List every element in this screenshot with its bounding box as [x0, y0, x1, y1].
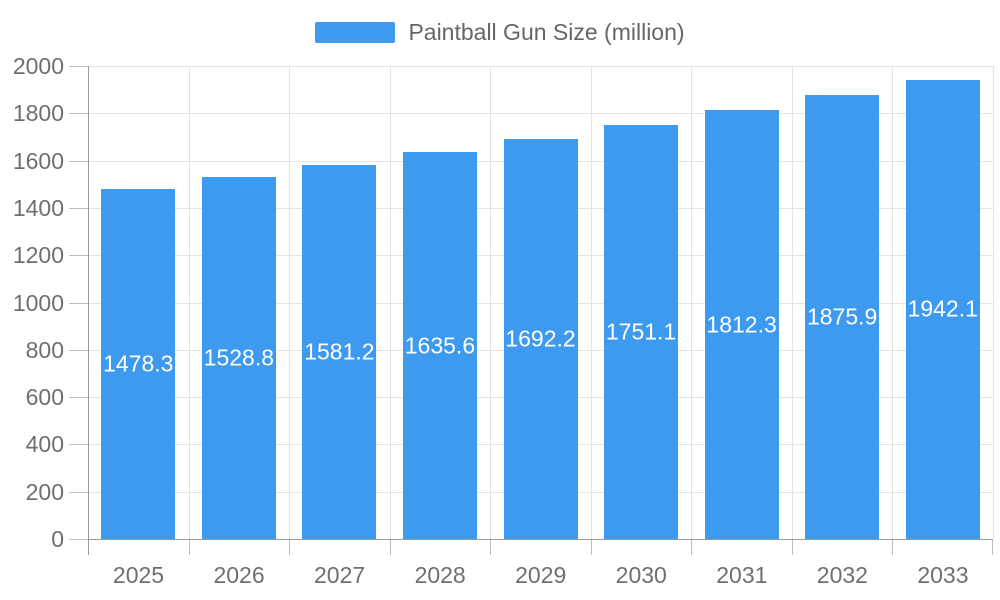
- y-axis-tick-label: 1000: [12, 289, 64, 316]
- y-axis-tick: [69, 397, 88, 399]
- x-axis-tick: [189, 539, 190, 555]
- bar-value-label: 1875.9: [806, 303, 878, 330]
- legend-label: Paintball Gun Size (million): [408, 19, 685, 45]
- bar-value-label: 1692.2: [505, 325, 576, 352]
- y-axis-tick-label: 1400: [12, 194, 64, 221]
- bar-value-label: 1812.3: [706, 311, 777, 338]
- gridline-vertical: [892, 66, 893, 539]
- gridline-vertical: [490, 66, 491, 539]
- x-axis-tick: [992, 539, 993, 555]
- x-axis-category-label: 2032: [816, 562, 868, 588]
- x-axis-tick: [792, 539, 793, 555]
- bar-2029[interactable]: 1692.2: [503, 138, 578, 539]
- legend-item[interactable]: Paintball Gun Size (million): [315, 18, 685, 46]
- gridline-vertical: [591, 66, 592, 539]
- y-axis-tick-label: 600: [25, 384, 64, 411]
- gridline-vertical: [691, 66, 692, 539]
- bar-2030[interactable]: 1751.1: [604, 124, 679, 539]
- bar-2032[interactable]: 1875.9: [805, 95, 880, 539]
- bar-value-label: 1478.3: [103, 350, 174, 377]
- y-axis-tick: [69, 349, 88, 351]
- x-axis-category-label: 2033: [917, 562, 969, 588]
- y-axis-tick: [69, 302, 88, 304]
- bar-2025[interactable]: 1478.3: [101, 189, 176, 539]
- x-axis-tick: [591, 539, 592, 555]
- gridline-vertical: [289, 66, 290, 539]
- bar-value-label: 1528.8: [203, 344, 275, 371]
- y-axis-tick: [69, 491, 88, 493]
- y-axis-tick-label: 200: [25, 478, 64, 505]
- y-axis-tick-label: 800: [25, 336, 64, 363]
- y-axis-tick-label: 1200: [12, 242, 64, 269]
- bar-2027[interactable]: 1581.2: [302, 165, 377, 539]
- gridline-vertical: [189, 66, 190, 539]
- legend: Paintball Gun Size (million): [0, 18, 1000, 46]
- x-axis-category-label: 2028: [414, 562, 466, 588]
- x-axis-tick: [691, 539, 692, 555]
- y-axis-tick: [69, 255, 88, 257]
- bar-value-label: 1581.2: [304, 338, 375, 365]
- x-axis-tick: [490, 539, 491, 555]
- plot-area: 1478.3 1528.8 1581.2 1635.6 1692.2 1751.1 1812…: [69, 66, 994, 555]
- y-axis-tick-label: 2000: [12, 53, 64, 79]
- bar-value-label: 1751.1: [605, 318, 677, 345]
- x-axis-category-label: 2029: [515, 562, 567, 588]
- x-axis-category-label: 2027: [314, 562, 366, 588]
- y-axis-line: [88, 66, 89, 555]
- x-axis-category-label: 2025: [112, 562, 165, 588]
- x-axis-tick: [892, 539, 893, 555]
- bar-2033[interactable]: 1942.1: [905, 79, 980, 539]
- gridline-horizontal: [88, 66, 993, 67]
- gridline-vertical: [390, 66, 391, 539]
- y-axis-tick-label: 0: [51, 526, 64, 552]
- bar-value-label: 1635.6: [404, 332, 476, 359]
- y-axis-tick-label: 1600: [12, 147, 64, 174]
- x-axis-category-label: 2031: [716, 562, 768, 588]
- x-axis-tick: [390, 539, 391, 555]
- bar-2026[interactable]: 1528.8: [201, 177, 276, 539]
- y-axis-tick: [69, 113, 88, 115]
- bar-value-label: 1942.1: [907, 295, 978, 322]
- x-axis-line: [88, 539, 993, 540]
- x-axis-category-label: 2030: [615, 562, 667, 588]
- bar-2028[interactable]: 1635.6: [402, 152, 477, 539]
- bar-2031[interactable]: 1812.3: [704, 110, 779, 539]
- gridline-vertical: [792, 66, 793, 539]
- y-axis-tick-label: 400: [25, 431, 64, 458]
- gridline-vertical: [993, 66, 994, 539]
- y-axis-tick-label: 1800: [12, 100, 64, 127]
- x-axis-tick: [289, 539, 290, 555]
- gridline-horizontal: [88, 113, 993, 115]
- y-axis-tick: [69, 66, 88, 67]
- x-axis-category-label: 2026: [213, 562, 265, 588]
- y-axis-tick: [69, 207, 88, 209]
- y-axis-tick: [69, 160, 88, 162]
- legend-swatch-icon: [315, 21, 396, 43]
- y-axis-tick: [69, 539, 88, 540]
- y-axis-tick: [69, 444, 88, 446]
